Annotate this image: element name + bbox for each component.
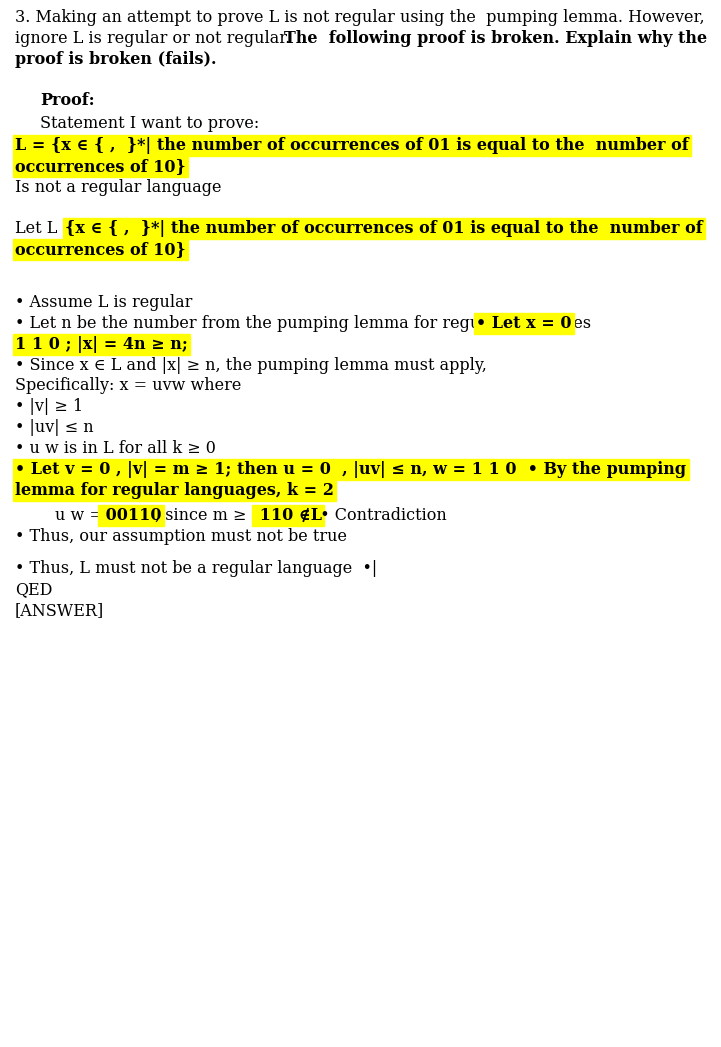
Text: • Let x = 0: • Let x = 0 [476, 315, 572, 332]
Text: ignore L is regular or not regular.: ignore L is regular or not regular. [15, 30, 296, 47]
Text: • Let n be the number from the pumping lemma for regular languages: • Let n be the number from the pumping l… [15, 315, 601, 332]
Text: • Assume L is regular: • Assume L is regular [15, 294, 193, 311]
Text: , since m ≥ 1,: , since m ≥ 1, [155, 507, 277, 524]
Text: u w =: u w = [55, 507, 108, 524]
Text: • Thus, our assumption must not be true: • Thus, our assumption must not be true [15, 528, 347, 545]
Text: [ANSWER]: [ANSWER] [15, 602, 105, 619]
Text: occurrences of 10}: occurrences of 10} [15, 158, 186, 175]
Text: Is not a regular language: Is not a regular language [15, 179, 221, 196]
Text: • |v| ≥ 1: • |v| ≥ 1 [15, 398, 83, 415]
Text: 3. Making an attempt to prove L is not regular using the  pumping lemma. However: 3. Making an attempt to prove L is not r… [15, 9, 704, 26]
Text: Let L =: Let L = [15, 220, 81, 237]
Text: • Since x ∈ L and |x| ≥ n, the pumping lemma must apply,: • Since x ∈ L and |x| ≥ n, the pumping l… [15, 357, 487, 374]
Text: 00110: 00110 [100, 507, 162, 524]
Text: L = {x ∈ { ,  }*| the number of occurrences of 01 is equal to the  number of: L = {x ∈ { , }*| the number of occurrenc… [15, 137, 689, 154]
Text: • |uv| ≤ n: • |uv| ≤ n [15, 419, 94, 436]
Text: • Let v = 0 , |v| = m ≥ 1; then u = 0  , |uv| ≤ n, w = 1 1 0  • By the pumping: • Let v = 0 , |v| = m ≥ 1; then u = 0 , … [15, 461, 686, 478]
Text: Proof:: Proof: [40, 92, 94, 109]
Text: QED: QED [15, 581, 53, 598]
Text: The  following proof is broken. Explain why the: The following proof is broken. Explain w… [284, 30, 707, 47]
Text: {x ∈ { ,  }*| the number of occurrences of 01 is equal to the  number of: {x ∈ { , }*| the number of occurrences o… [65, 220, 703, 237]
Text: proof is broken (fails).: proof is broken (fails). [15, 51, 216, 68]
Text: 110 ∉L: 110 ∉L [254, 507, 322, 524]
Text: 1 1 0 ; |x| = 4n ≥ n;: 1 1 0 ; |x| = 4n ≥ n; [15, 336, 188, 353]
Text: occurrences of 10}: occurrences of 10} [15, 241, 186, 258]
Text: • Thus, L must not be a regular language  •|: • Thus, L must not be a regular language… [15, 560, 377, 577]
Text: Statement I want to prove:: Statement I want to prove: [40, 115, 260, 132]
Text: • u w is in L for all k ≥ 0: • u w is in L for all k ≥ 0 [15, 440, 216, 456]
Text: lemma for regular languages, k = 2: lemma for regular languages, k = 2 [15, 482, 334, 499]
Text: • Contradiction: • Contradiction [310, 507, 447, 524]
Text: Specifically: x = uvw where: Specifically: x = uvw where [15, 377, 242, 394]
